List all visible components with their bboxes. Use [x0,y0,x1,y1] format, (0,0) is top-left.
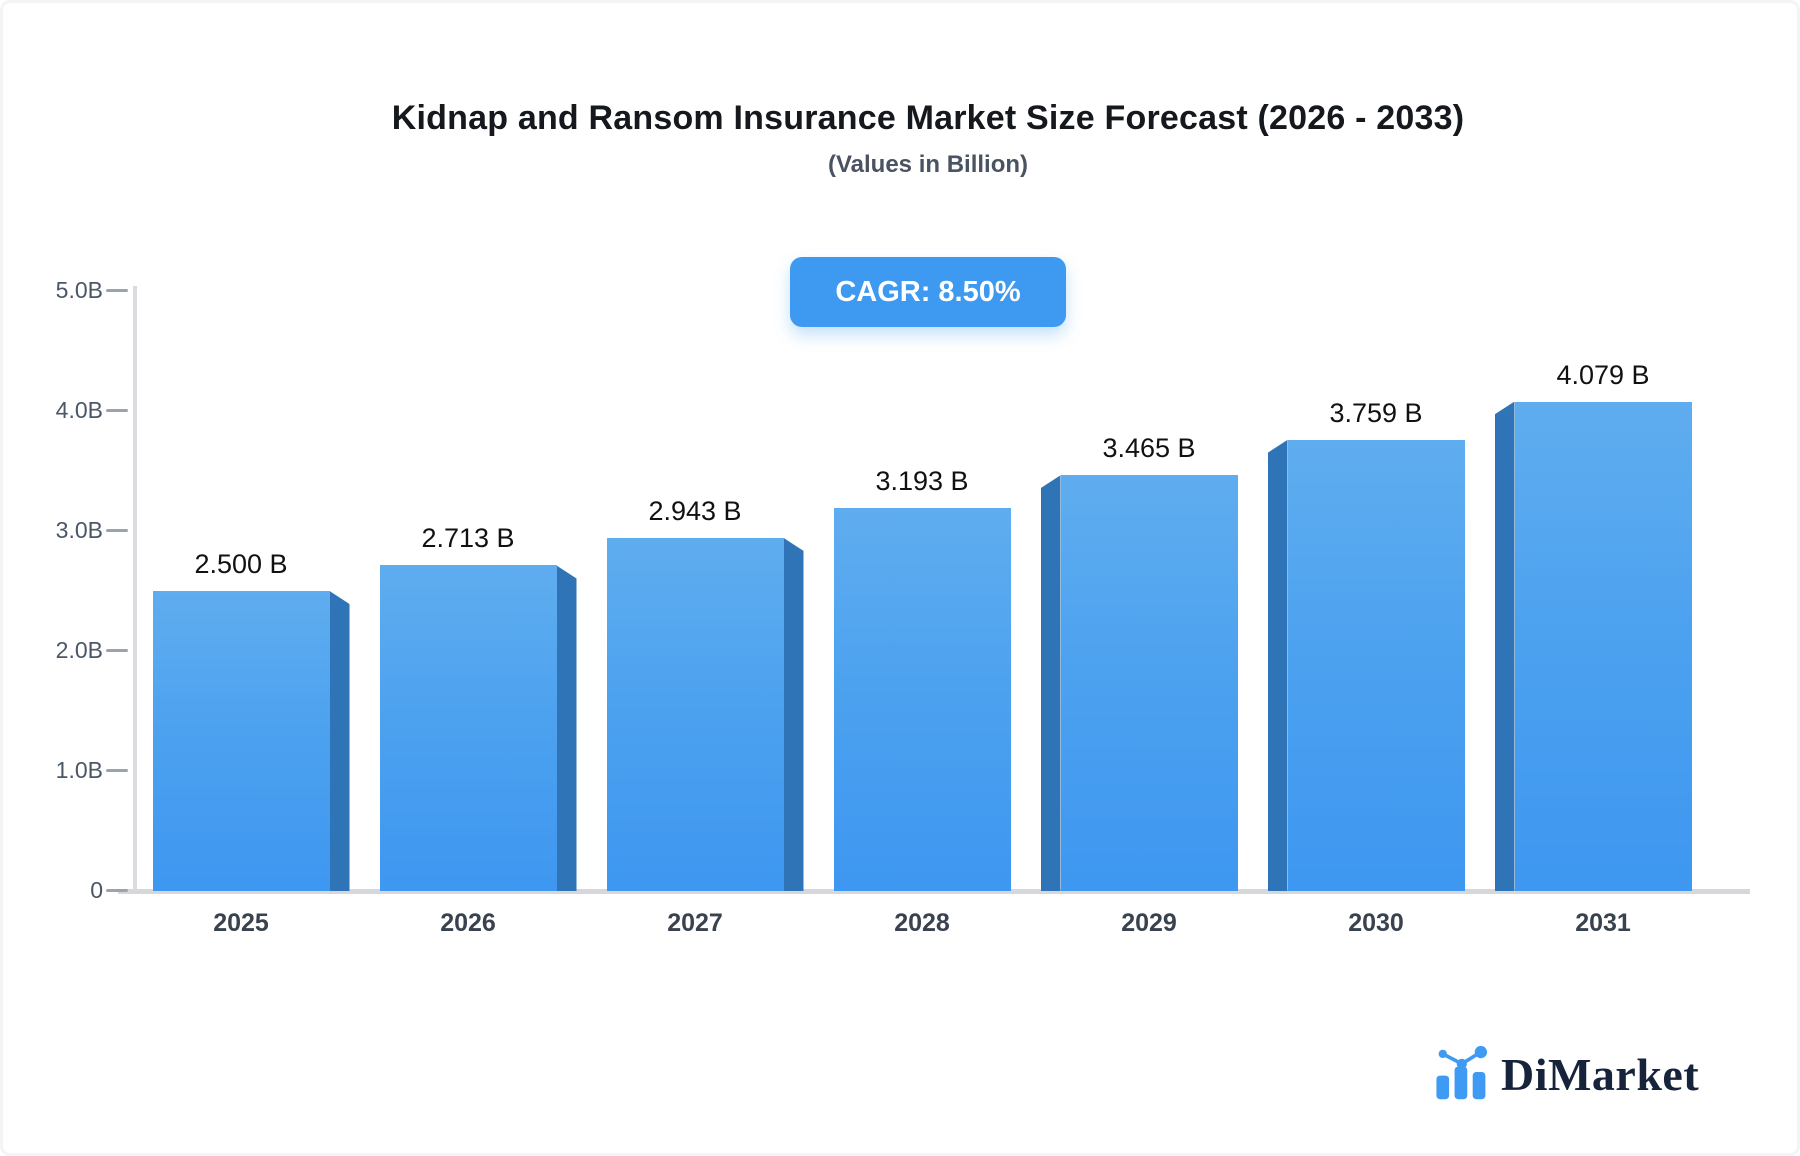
y-tick-dash [106,289,128,292]
bar-side-face [1267,439,1288,891]
y-tick-label: 0 [90,877,103,903]
x-tick-label: 2027 [667,909,723,937]
cagr-badge: CAGR: 8.50% [790,257,1066,327]
x-tick-label: 2025 [213,909,269,937]
bar-side-face [329,591,350,891]
bar-value-label: 2.943 B [648,495,742,526]
chart-title: Kidnap and Ransom Insurance Market Size … [391,99,1465,137]
y-tick-dash [106,409,128,412]
y-tick-dash [106,769,128,772]
bar-value-label: 3.193 B [875,465,969,496]
y-axis-line [133,286,137,893]
y-tick-dash [106,889,128,892]
y-tick-label: 1.0B [55,757,103,783]
y-tick-dash [106,649,128,652]
x-tick-label: 2030 [1348,909,1404,937]
bar-2026 [379,565,557,891]
bar-side-face [556,565,577,891]
y-tick-label: 3.0B [55,517,103,543]
bar-value-label: 2.713 B [421,523,515,554]
x-tick-label: 2029 [1121,909,1177,937]
bar-side-face [1040,475,1061,891]
y-tick-label: 4.0B [55,397,103,423]
bar-value-label: 2.500 B [194,549,288,579]
bar-2031 [1514,401,1692,891]
bar-2028 [833,507,1011,891]
bar-2025 [152,591,330,891]
bar-value-label: 4.079 B [1556,359,1650,390]
bar-2030 [1287,439,1465,891]
x-tick-label: 2028 [894,909,950,937]
bar-value-label: 3.759 B [1329,397,1423,428]
x-tick-label: 2026 [440,909,496,937]
bar-side-face [783,537,804,891]
bar-2027 [606,537,784,891]
bar-value-label: 3.465 B [1102,433,1196,464]
bar-side-face [1494,401,1515,891]
bar-2029 [1060,475,1238,891]
y-tick-label: 2.0B [55,637,103,663]
brand-logo: DiMarket [1431,1043,1699,1106]
chart-subtitle: (Values in Billion) [827,151,1029,178]
x-axis-line [118,889,1750,894]
y-tick-dash [106,529,128,532]
x-tick-label: 2031 [1575,909,1631,937]
bar-line-chart-icon [1431,1043,1489,1106]
y-tick-label: 5.0B [55,277,103,303]
brand-logo-text: DiMarket [1501,1049,1700,1100]
